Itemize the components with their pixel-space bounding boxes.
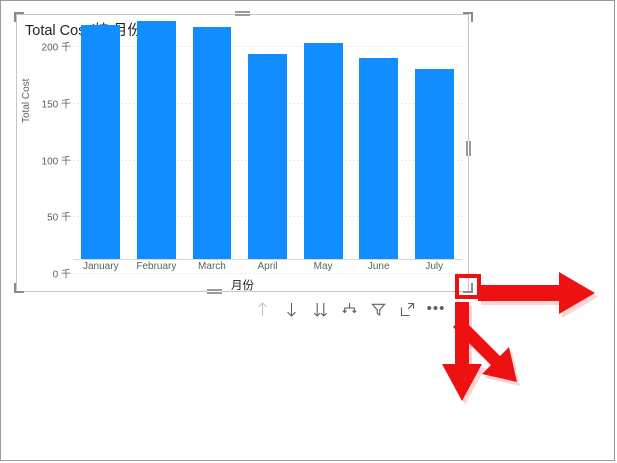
x-tick-label: January	[83, 261, 119, 272]
bar-january[interactable]	[81, 24, 121, 259]
x-tick-label: May	[313, 261, 333, 272]
resize-handle-bottom-middle[interactable]	[207, 289, 222, 294]
bar-april[interactable]	[248, 54, 287, 259]
expand-hierarchy-icon[interactable]	[340, 300, 358, 318]
x-tick-label: March	[198, 261, 226, 272]
chart-plot-area: January February March April May June Ju…	[73, 15, 462, 293]
x-tick-label: February	[136, 261, 177, 272]
gridline	[73, 273, 464, 274]
resize-handle-top-right[interactable]	[461, 12, 473, 24]
resize-handle-top-middle[interactable]	[235, 11, 250, 16]
y-tick-label: 100 千	[41, 156, 71, 168]
annotation-arrow-right	[478, 272, 598, 318]
y-axis-tick-labels: 200 千 150 千 100 千 50 千 0 千	[17, 15, 71, 293]
visual-toolbar: •••	[253, 298, 465, 320]
bar-slot	[406, 15, 462, 259]
resize-handle-bottom-right[interactable]	[461, 281, 473, 293]
drill-up-icon[interactable]	[253, 300, 271, 318]
y-tick-label: 0 千	[52, 269, 71, 281]
bar-may[interactable]	[303, 43, 343, 259]
bar-slot	[184, 15, 240, 259]
more-options-icon[interactable]: •••	[427, 300, 445, 318]
x-axis-title: 月份	[231, 280, 254, 292]
bar-slot	[240, 15, 296, 259]
x-axis-tick-labels: January February March April May June Ju…	[73, 261, 462, 275]
resize-handle-top-left[interactable]	[14, 12, 26, 24]
bar-slot	[73, 15, 129, 259]
bar-slot	[295, 15, 351, 259]
bar-june[interactable]	[359, 57, 399, 259]
bar-slot	[351, 15, 407, 259]
annotation-arrow-down	[442, 302, 485, 405]
resize-handle-middle-right[interactable]	[466, 141, 471, 156]
drill-down-icon[interactable]	[282, 300, 300, 318]
bar-march[interactable]	[192, 27, 232, 259]
bar-july[interactable]	[414, 68, 454, 259]
resize-handle-bottom-left[interactable]	[14, 281, 26, 293]
y-tick-label: 50 千	[47, 212, 71, 224]
y-tick-label: 200 千	[41, 42, 71, 54]
filter-icon[interactable]	[369, 300, 387, 318]
more-options-dots: •••	[426, 300, 446, 317]
x-axis-line	[73, 259, 462, 260]
bar-slot	[129, 15, 185, 259]
chart-visual-container[interactable]: Total Cost(按 月份) Total Cost 200 千 150 千 …	[16, 14, 469, 292]
y-tick-label: 150 千	[41, 99, 71, 111]
x-tick-label: July	[425, 261, 444, 272]
bar-february[interactable]	[136, 21, 176, 259]
focus-mode-icon[interactable]	[398, 300, 416, 318]
chart-plot-wrapper: Total Cost 200 千 150 千 100 千 50 千 0 千	[17, 15, 468, 293]
x-tick-label: April	[257, 261, 278, 272]
expand-all-icon[interactable]	[311, 300, 329, 318]
bar-series	[73, 15, 462, 259]
x-tick-label: June	[367, 261, 390, 272]
gridline	[73, 46, 464, 47]
